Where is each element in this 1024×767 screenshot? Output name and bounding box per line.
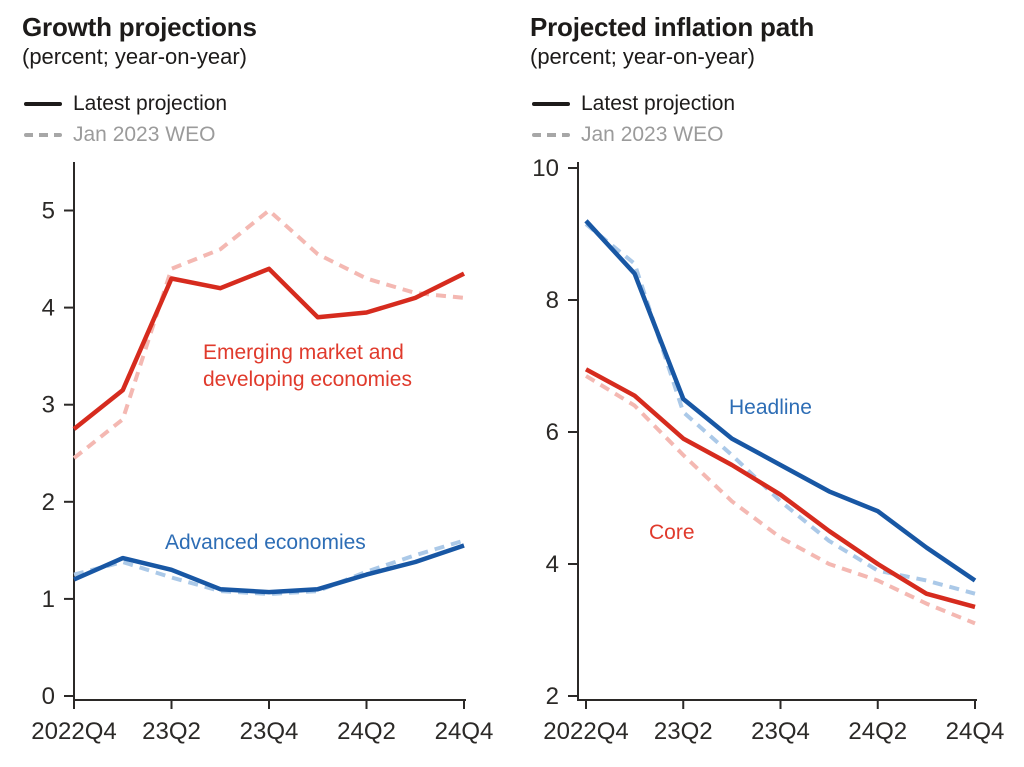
- growth-chart-subtitle: (percent; year-on-year): [22, 44, 247, 69]
- solid-line-swatch: [532, 102, 570, 106]
- x-tick-label: 23Q2: [142, 718, 201, 745]
- x-tick-label: 24Q2: [337, 718, 396, 745]
- y-tick-label: 1: [42, 586, 55, 613]
- y-tick-label: 4: [42, 295, 55, 322]
- y-tick-label: 2: [546, 683, 559, 710]
- growth-chart-panel: Growth projections (percent; year-on-yea…: [0, 0, 508, 767]
- y-tick-label: 10: [532, 155, 559, 182]
- y-tick-label: 3: [42, 392, 55, 419]
- legend-jan-2023-weo: Jan 2023 WEO: [532, 122, 723, 148]
- emde-label: Emerging market and developing economies: [203, 341, 412, 391]
- solid-line-swatch: [24, 102, 62, 106]
- legend-latest-projection: Latest projection: [24, 91, 227, 117]
- series-line: [584, 219, 977, 583]
- x-tick-label: 24Q2: [848, 718, 907, 745]
- x-tick-label: 24Q4: [435, 718, 494, 745]
- series-line: [72, 266, 466, 431]
- inflation-chart-panel: Projected inflation path (percent; year-…: [508, 0, 1024, 767]
- y-tick-label: 5: [42, 198, 55, 225]
- ae-label: Advanced economies: [165, 531, 366, 554]
- legend-jan-2023-weo: Jan 2023 WEO: [24, 122, 215, 148]
- y-tick-label: 4: [546, 551, 559, 578]
- growth-chart-title: Growth projections: [22, 12, 257, 42]
- legend-latest-projection: Latest projection: [532, 91, 735, 117]
- x-tick-label: 2022Q4: [543, 718, 628, 745]
- y-tick-label: 2: [42, 489, 55, 516]
- legend-label-latest: Latest projection: [581, 92, 736, 115]
- y-tick-label: 6: [546, 419, 559, 446]
- x-tick-label: 2022Q4: [31, 718, 116, 745]
- legend-label-weo: Jan 2023 WEO: [73, 123, 216, 146]
- x-tick-label: 23Q4: [240, 718, 299, 745]
- inflation-chart-subtitle: (percent; year-on-year): [530, 44, 755, 69]
- y-tick-label: 0: [42, 683, 55, 710]
- x-tick-label: 24Q4: [946, 718, 1005, 745]
- inflation-chart-title: Projected inflation path: [530, 12, 815, 42]
- x-tick-label: 23Q2: [654, 718, 713, 745]
- core-label: Core: [649, 521, 695, 544]
- y-tick-label: 8: [546, 287, 559, 314]
- series-line: [584, 367, 976, 610]
- legend-label-latest: Latest projection: [73, 92, 228, 115]
- series-line: [584, 374, 976, 626]
- dashed-line-swatch: [532, 133, 570, 137]
- dashed-line-swatch: [24, 133, 62, 137]
- legend-label-weo: Jan 2023 WEO: [581, 123, 724, 146]
- x-tick-label: 23Q4: [751, 718, 810, 745]
- series-line: [73, 543, 465, 595]
- headline-label: Headline: [729, 396, 812, 419]
